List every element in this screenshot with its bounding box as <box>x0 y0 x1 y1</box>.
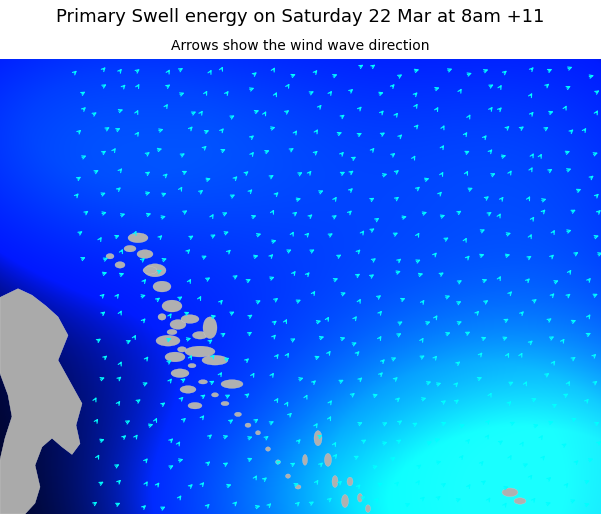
Ellipse shape <box>275 460 281 464</box>
Ellipse shape <box>365 505 370 512</box>
Ellipse shape <box>514 498 526 504</box>
Ellipse shape <box>332 475 338 487</box>
Ellipse shape <box>144 264 166 277</box>
Ellipse shape <box>192 332 207 339</box>
Ellipse shape <box>285 474 290 478</box>
Text: Primary Swell energy on Saturday 22 Mar at 8am +11: Primary Swell energy on Saturday 22 Mar … <box>56 8 545 26</box>
Ellipse shape <box>128 233 148 243</box>
Ellipse shape <box>502 488 518 497</box>
Ellipse shape <box>165 352 185 362</box>
Ellipse shape <box>124 245 136 252</box>
Ellipse shape <box>212 393 219 397</box>
Ellipse shape <box>198 380 207 384</box>
Ellipse shape <box>106 253 114 259</box>
Ellipse shape <box>203 317 217 339</box>
Ellipse shape <box>314 431 322 446</box>
Ellipse shape <box>245 423 251 427</box>
Ellipse shape <box>188 363 196 368</box>
Ellipse shape <box>185 346 215 357</box>
Ellipse shape <box>180 386 196 393</box>
Ellipse shape <box>167 329 177 335</box>
Ellipse shape <box>266 447 270 451</box>
Ellipse shape <box>234 412 242 416</box>
Ellipse shape <box>177 346 186 352</box>
Ellipse shape <box>171 369 189 377</box>
Ellipse shape <box>221 401 229 406</box>
Ellipse shape <box>221 380 243 389</box>
Ellipse shape <box>143 267 157 274</box>
Ellipse shape <box>295 485 301 489</box>
Ellipse shape <box>341 494 349 507</box>
Ellipse shape <box>137 250 153 259</box>
Ellipse shape <box>162 300 182 312</box>
Ellipse shape <box>302 454 308 465</box>
Ellipse shape <box>181 315 199 323</box>
Polygon shape <box>0 289 82 514</box>
Ellipse shape <box>325 453 332 466</box>
Ellipse shape <box>202 355 228 365</box>
Ellipse shape <box>358 493 362 502</box>
Ellipse shape <box>156 335 180 346</box>
Ellipse shape <box>347 477 353 486</box>
Ellipse shape <box>170 320 186 329</box>
Text: Arrows show the wind wave direction: Arrows show the wind wave direction <box>171 39 430 53</box>
Ellipse shape <box>188 402 202 409</box>
Ellipse shape <box>255 431 260 435</box>
Ellipse shape <box>158 314 166 320</box>
Ellipse shape <box>115 262 125 268</box>
Ellipse shape <box>153 281 171 292</box>
